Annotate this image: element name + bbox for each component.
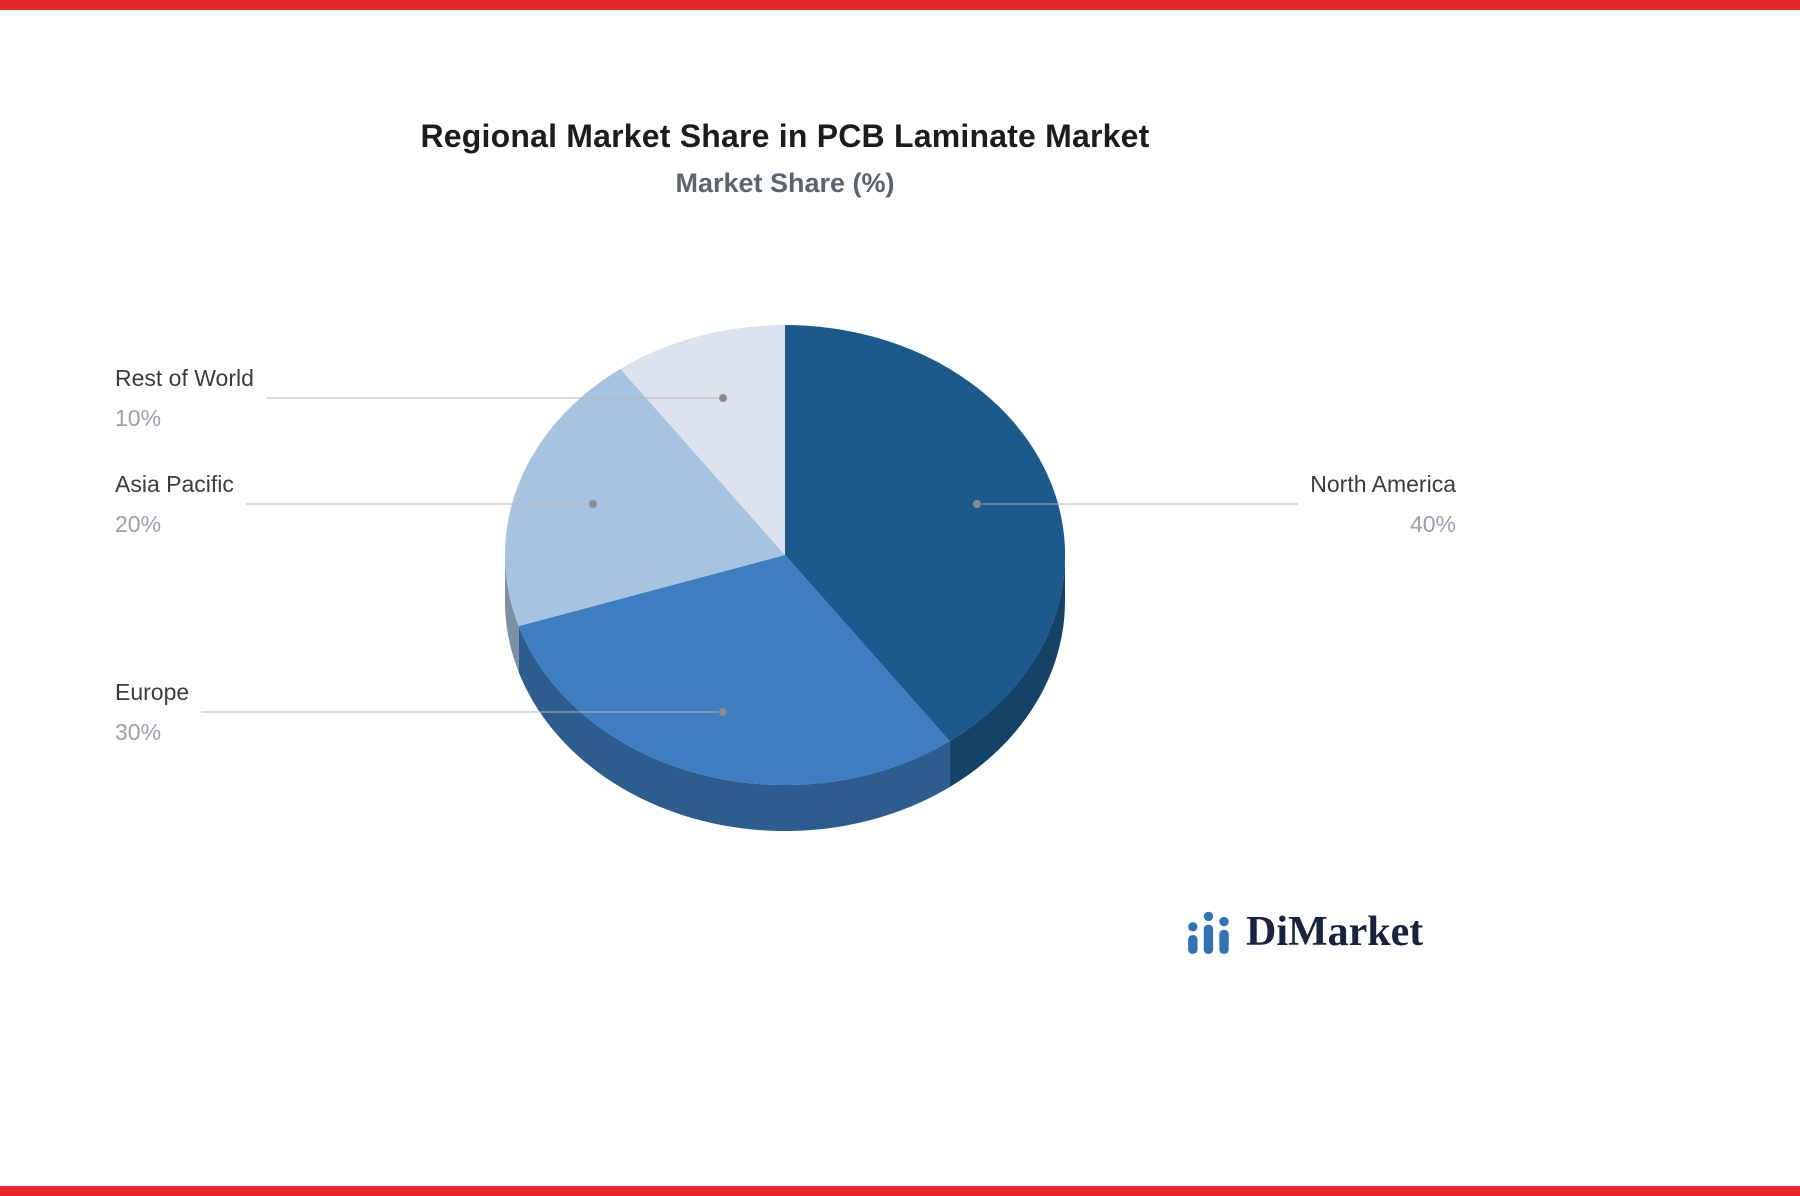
slice-label: Europe (115, 679, 190, 705)
callout-dot-north-america (973, 500, 981, 508)
pie-slice-side-asia-pacific (505, 555, 519, 673)
pie-slice-europe (518, 555, 950, 786)
callout-dot-europe (719, 708, 727, 716)
slice-label: Rest of World (115, 365, 254, 391)
slice-value: 10% (115, 405, 162, 431)
chart-subtitle: Market Share (%) (675, 168, 895, 198)
slice-label: Asia Pacific (115, 471, 234, 497)
callout-dot-asia-pacific (589, 500, 597, 508)
callout-north-america: North America 40% (1310, 470, 1456, 538)
slice-label: North America (1310, 471, 1456, 497)
pie-slice-asia-pacific (504, 368, 785, 627)
bottom-accent-bar (0, 1186, 1800, 1196)
chart-title: Regional Market Share in PCB Laminate Ma… (420, 118, 1150, 154)
pie-slice-north-america (785, 325, 1066, 742)
callout-europe: Europe 30% (115, 678, 189, 746)
brand-logo: DiMarket (1186, 906, 1423, 958)
pie-slice-side-europe (518, 626, 950, 832)
callout-asia-pacific: Asia Pacific 20% (115, 470, 234, 538)
callout-rest-of-world: Rest of World 10% (115, 364, 254, 432)
callout-dot-rest-of-world (719, 394, 727, 402)
brand-name: DiMarket (1246, 909, 1424, 955)
bar-chart-logo-icon (1188, 911, 1229, 954)
slice-value: 20% (115, 511, 162, 537)
top-accent-bar (0, 0, 1800, 10)
slice-value: 30% (115, 719, 162, 745)
slice-value: 40% (1409, 511, 1456, 537)
pie-slice-side-north-america (949, 555, 1065, 788)
pie-slice-rest-of-world (620, 325, 785, 555)
